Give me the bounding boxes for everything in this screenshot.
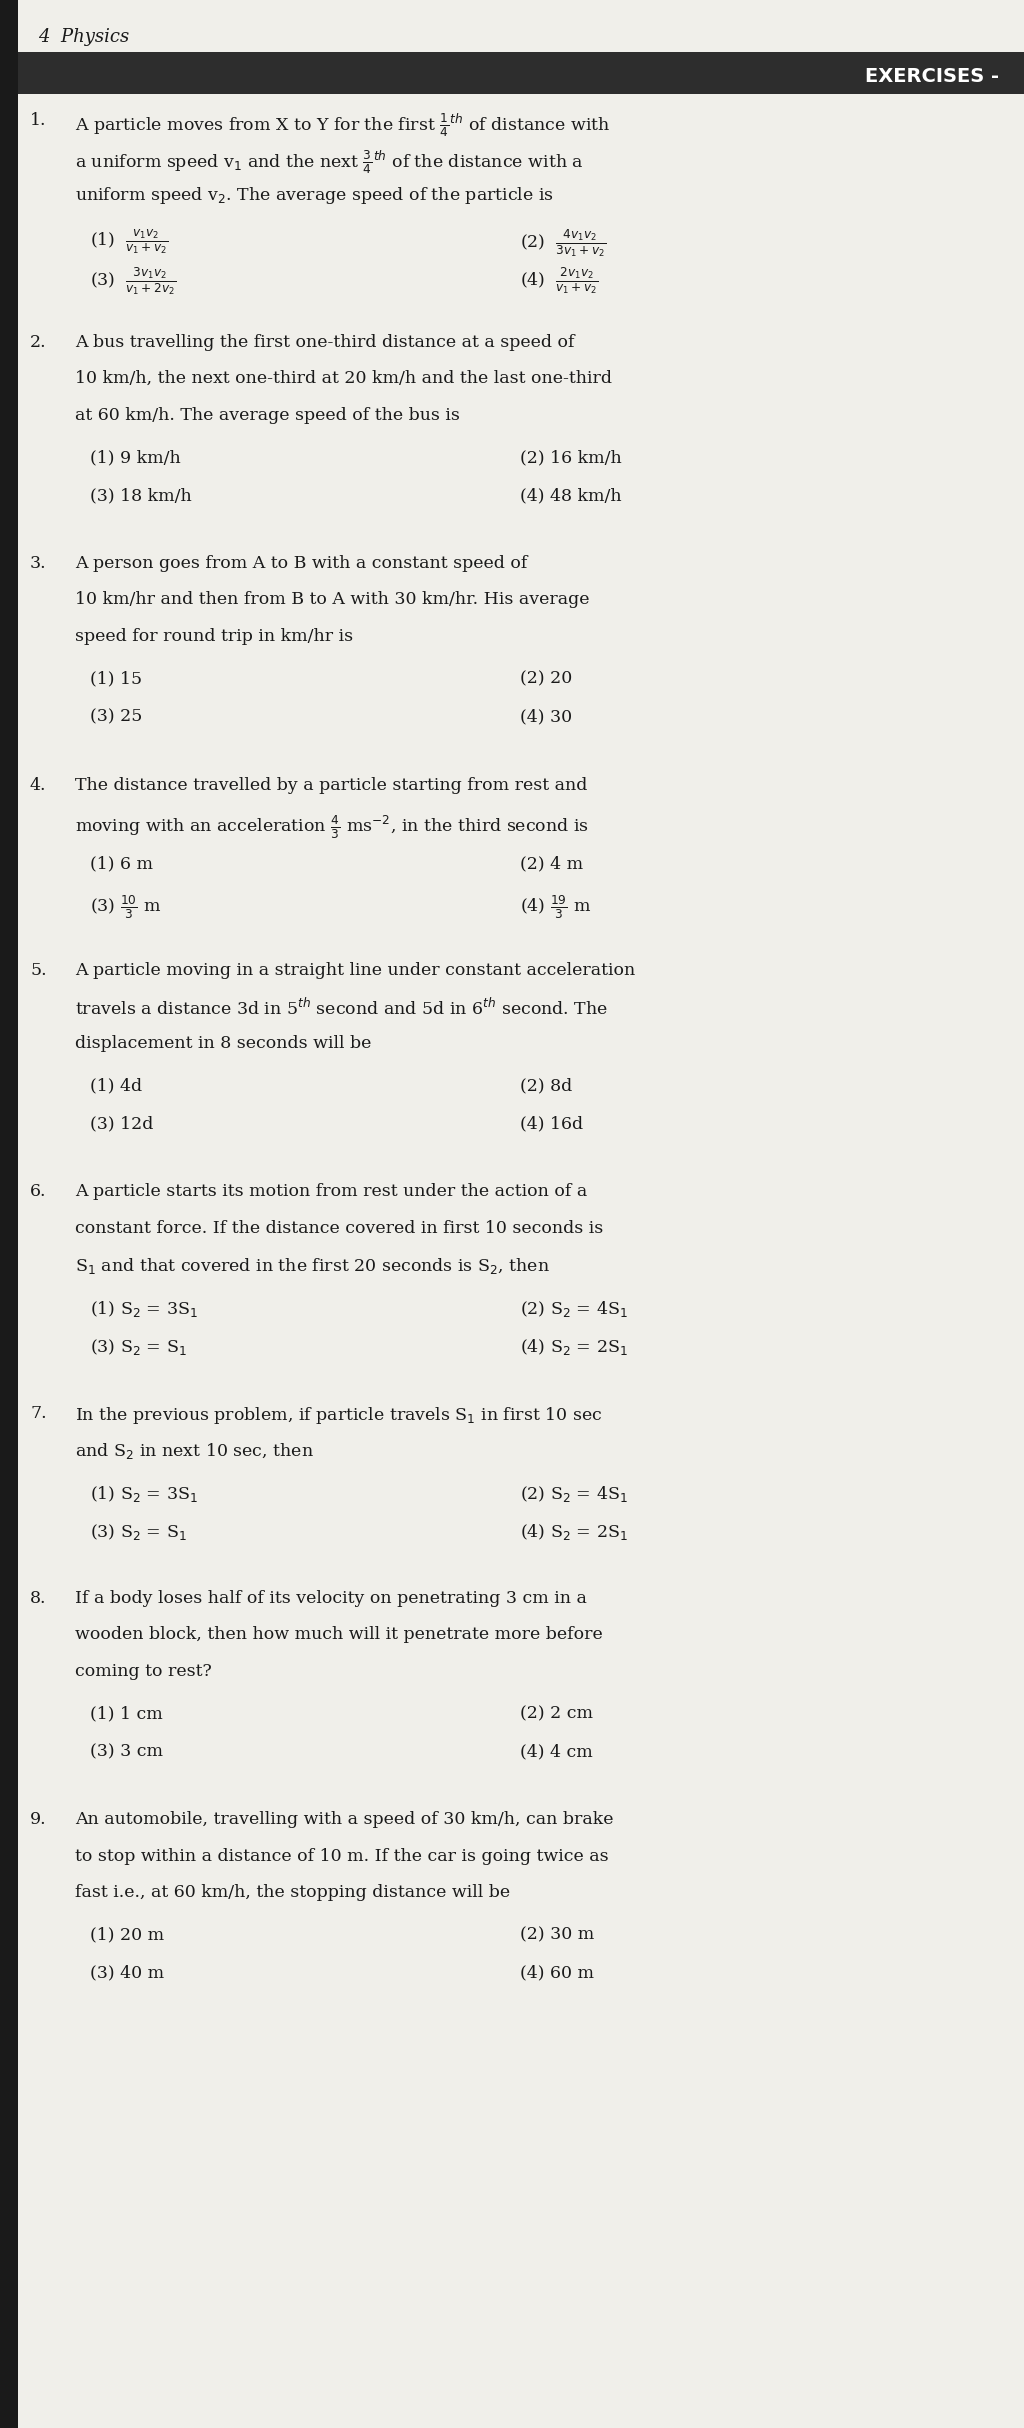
Text: The distance travelled by a particle starting from rest and: The distance travelled by a particle sta… (75, 777, 588, 794)
Text: (1) 1 cm: (1) 1 cm (90, 1704, 163, 1721)
Text: (1) S$_2$ = 3S$_1$: (1) S$_2$ = 3S$_1$ (90, 1484, 198, 1503)
Text: A person goes from A to B with a constant speed of: A person goes from A to B with a constan… (75, 556, 527, 573)
Text: (4) 60 m: (4) 60 m (520, 1964, 594, 1981)
Text: 8.: 8. (30, 1590, 46, 1607)
Text: If a body loses half of its velocity on penetrating 3 cm in a: If a body loses half of its velocity on … (75, 1590, 587, 1607)
Text: (2)  $\frac{4v_1 v_2}{3v_1 + v_2}$: (2) $\frac{4v_1 v_2}{3v_1 + v_2}$ (520, 228, 606, 260)
Text: (3) 40 m: (3) 40 m (90, 1964, 164, 1981)
Text: S$_1$ and that covered in the first 20 seconds is S$_2$, then: S$_1$ and that covered in the first 20 s… (75, 1255, 550, 1277)
Text: (3) 18 km/h: (3) 18 km/h (90, 488, 191, 505)
Text: A bus travelling the first one-third distance at a speed of: A bus travelling the first one-third dis… (75, 333, 574, 350)
Text: 10 km/hr and then from B to A with 30 km/hr. His average: 10 km/hr and then from B to A with 30 km… (75, 592, 590, 609)
Text: (2) 16 km/h: (2) 16 km/h (520, 449, 622, 466)
Text: wooden block, then how much will it penetrate more before: wooden block, then how much will it pene… (75, 1627, 603, 1644)
Text: (1) 4d: (1) 4d (90, 1078, 142, 1095)
Text: An automobile, travelling with a speed of 30 km/h, can brake: An automobile, travelling with a speed o… (75, 1811, 613, 1828)
Text: A particle moving in a straight line under constant acceleration: A particle moving in a straight line und… (75, 961, 635, 978)
Text: A particle starts its motion from rest under the action of a: A particle starts its motion from rest u… (75, 1182, 587, 1199)
Text: 1.: 1. (30, 112, 46, 129)
Text: travels a distance 3d in 5$^{th}$ second and 5d in 6$^{th}$ second. The: travels a distance 3d in 5$^{th}$ second… (75, 998, 608, 1020)
Text: EXERCISES -: EXERCISES - (865, 66, 999, 85)
Text: and S$_2$ in next 10 sec, then: and S$_2$ in next 10 sec, then (75, 1440, 314, 1462)
Text: (4) 48 km/h: (4) 48 km/h (520, 488, 622, 505)
Text: (2) 2 cm: (2) 2 cm (520, 1704, 593, 1721)
Text: (2) 8d: (2) 8d (520, 1078, 572, 1095)
Text: (3) S$_2$ = S$_1$: (3) S$_2$ = S$_1$ (90, 1335, 186, 1357)
Bar (0, 0, 18, 2428)
Text: (1) S$_2$ = 3S$_1$: (1) S$_2$ = 3S$_1$ (90, 1299, 198, 1318)
Text: (2) S$_2$ = 4S$_1$: (2) S$_2$ = 4S$_1$ (520, 1299, 628, 1318)
Text: at 60 km/h. The average speed of the bus is: at 60 km/h. The average speed of the bus… (75, 405, 460, 422)
Text: (4) 30: (4) 30 (520, 709, 572, 726)
Text: fast i.e., at 60 km/h, the stopping distance will be: fast i.e., at 60 km/h, the stopping dist… (75, 1884, 510, 1901)
Text: A particle moves from X to Y for the first $\frac{1}{4}$$^{th}$ of distance with: A particle moves from X to Y for the fir… (75, 112, 610, 141)
Text: (2) 20: (2) 20 (520, 670, 572, 687)
Text: (1) 6 m: (1) 6 m (90, 855, 153, 872)
Text: (3) 3 cm: (3) 3 cm (90, 1743, 163, 1760)
Text: (1) 20 m: (1) 20 m (90, 1925, 164, 1942)
Text: (3)  $\frac{3v_1 v_2}{v_1 + 2v_2}$: (3) $\frac{3v_1 v_2}{v_1 + 2v_2}$ (90, 265, 176, 296)
Text: 5.: 5. (30, 961, 47, 978)
Text: displacement in 8 seconds will be: displacement in 8 seconds will be (75, 1034, 372, 1051)
Text: speed for round trip in km/hr is: speed for round trip in km/hr is (75, 629, 353, 646)
Text: (2) 30 m: (2) 30 m (520, 1925, 594, 1942)
Text: moving with an acceleration $\frac{4}{3}$ ms$^{-2}$, in the third second is: moving with an acceleration $\frac{4}{3}… (75, 813, 589, 840)
Text: 7.: 7. (30, 1403, 47, 1420)
Text: (4)  $\frac{2v_1 v_2}{v_1 + v_2}$: (4) $\frac{2v_1 v_2}{v_1 + v_2}$ (520, 265, 598, 296)
Text: (3) 25: (3) 25 (90, 709, 142, 726)
Text: 4.: 4. (30, 777, 46, 794)
Text: (3) S$_2$ = S$_1$: (3) S$_2$ = S$_1$ (90, 1522, 186, 1542)
Text: (4) 4 cm: (4) 4 cm (520, 1743, 593, 1760)
Text: 10 km/h, the next one-third at 20 km/h and the last one-third: 10 km/h, the next one-third at 20 km/h a… (75, 369, 612, 386)
Text: a uniform speed v$_1$ and the next $\frac{3}{4}$$^{th}$ of the distance with a: a uniform speed v$_1$ and the next $\fra… (75, 148, 584, 177)
Text: (4) S$_2$ = 2S$_1$: (4) S$_2$ = 2S$_1$ (520, 1335, 628, 1357)
Text: In the previous problem, if particle travels S$_1$ in first 10 sec: In the previous problem, if particle tra… (75, 1403, 602, 1425)
Text: (1) 9 km/h: (1) 9 km/h (90, 449, 181, 466)
Text: uniform speed v$_2$. The average speed of the particle is: uniform speed v$_2$. The average speed o… (75, 185, 554, 206)
Bar (18, 51, 1024, 95)
Text: (1)  $\frac{v_1 v_2}{v_1 + v_2}$: (1) $\frac{v_1 v_2}{v_1 + v_2}$ (90, 228, 169, 255)
Text: (4) S$_2$ = 2S$_1$: (4) S$_2$ = 2S$_1$ (520, 1522, 628, 1542)
Text: 3.: 3. (30, 556, 47, 573)
Text: (3) 12d: (3) 12d (90, 1114, 154, 1131)
Text: constant force. If the distance covered in first 10 seconds is: constant force. If the distance covered … (75, 1219, 603, 1236)
Text: (2) S$_2$ = 4S$_1$: (2) S$_2$ = 4S$_1$ (520, 1484, 628, 1503)
Text: (2) 4 m: (2) 4 m (520, 855, 583, 872)
Text: to stop within a distance of 10 m. If the car is going twice as: to stop within a distance of 10 m. If th… (75, 1848, 608, 1865)
Text: (4) 16d: (4) 16d (520, 1114, 583, 1131)
Text: 9.: 9. (30, 1811, 47, 1828)
Text: 2.: 2. (30, 333, 47, 350)
Text: 4  Physics: 4 Physics (38, 29, 129, 46)
Text: coming to rest?: coming to rest? (75, 1663, 212, 1680)
Text: 6.: 6. (30, 1182, 46, 1199)
Text: (4) $\frac{19}{3}$ m: (4) $\frac{19}{3}$ m (520, 894, 591, 920)
Text: (3) $\frac{10}{3}$ m: (3) $\frac{10}{3}$ m (90, 894, 162, 920)
Text: (1) 15: (1) 15 (90, 670, 142, 687)
